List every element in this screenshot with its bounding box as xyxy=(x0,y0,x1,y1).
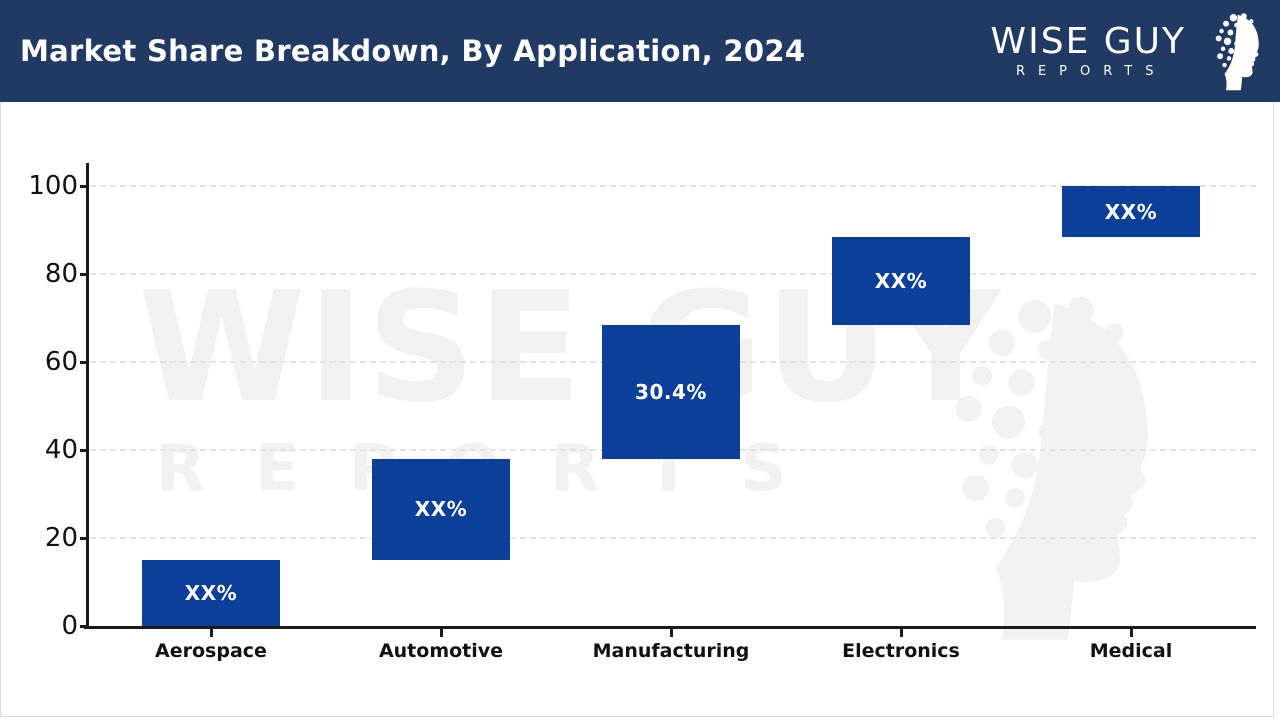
y-tickmark-60 xyxy=(80,361,88,364)
chart-panel-border xyxy=(0,102,1274,717)
brand-head-icon xyxy=(1215,13,1259,91)
x-category-label-aerospace: Aerospace xyxy=(155,640,267,662)
bar-value-label: XX% xyxy=(414,497,468,522)
y-axis-line xyxy=(86,163,89,628)
x-tickmark-medical xyxy=(1130,628,1133,637)
bar-aerospace: XX% xyxy=(142,560,280,626)
x-category-label-electronics: Electronics xyxy=(842,640,960,662)
bar-electronics: XX% xyxy=(832,237,970,326)
bar-manufacturing: 30.4% xyxy=(602,325,740,459)
y-tickmark-80 xyxy=(80,273,88,276)
x-category-label-manufacturing: Manufacturing xyxy=(592,640,750,662)
bar-value-label: XX% xyxy=(874,269,928,294)
bar-medical: XX% xyxy=(1062,186,1200,238)
bar-value-label: 30.4% xyxy=(635,379,707,404)
brand-logo-name: WISE GUY xyxy=(990,21,1186,62)
x-category-label-medical: Medical xyxy=(1089,640,1173,662)
brand-logo-subtitle: REPORTS xyxy=(1015,64,1167,79)
y-tick-label-20: 20 xyxy=(44,523,78,553)
y-tickmark-40 xyxy=(80,449,88,452)
x-tickmark-electronics xyxy=(900,628,903,637)
bar-value-label: XX% xyxy=(184,581,238,605)
y-tick-label-80: 80 xyxy=(44,259,78,289)
y-tick-label-0: 0 xyxy=(61,611,78,641)
bar-value-label: XX% xyxy=(1104,199,1158,224)
gridline-y20 xyxy=(90,537,1256,539)
header-bar: Market Share Breakdown, By Application, … xyxy=(0,0,1280,102)
x-tickmark-aerospace xyxy=(210,628,213,637)
x-axis-line xyxy=(84,626,1256,629)
y-tickmark-100 xyxy=(80,185,88,188)
y-tickmark-20 xyxy=(80,537,88,540)
y-tick-label-60: 60 xyxy=(44,347,78,377)
x-category-label-automotive: Automotive xyxy=(378,640,504,662)
page-title: Market Share Breakdown, By Application, … xyxy=(20,34,806,68)
y-tick-label-40: 40 xyxy=(44,435,78,465)
gridline-y80 xyxy=(90,273,1256,275)
y-tick-label-100: 100 xyxy=(28,171,78,201)
x-tickmark-manufacturing xyxy=(670,628,673,637)
brand-logo-text: WISE GUY REPORTS xyxy=(990,21,1187,79)
x-tickmark-automotive xyxy=(440,628,443,637)
bar-automotive: XX% xyxy=(372,458,510,560)
brand-logo: WISE GUY REPORTS xyxy=(991,8,1267,94)
gridline-y100 xyxy=(90,185,1256,187)
